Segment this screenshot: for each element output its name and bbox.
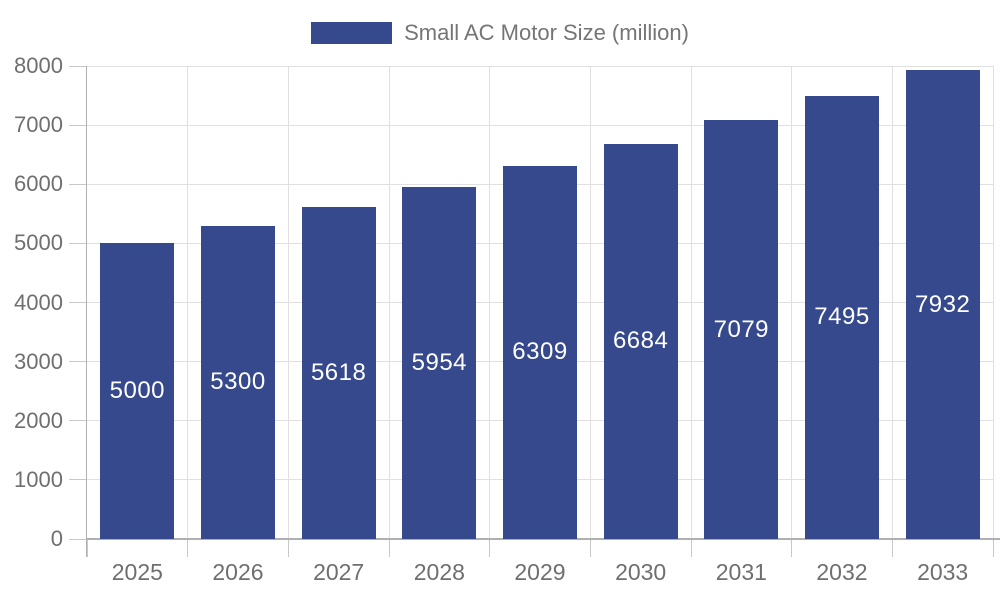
bar-value-label: 5300	[210, 368, 266, 396]
y-axis-tick-label: 4000	[14, 289, 63, 315]
x-axis-tick	[388, 539, 390, 557]
x-axis-tick-label: 2031	[715, 559, 767, 585]
y-axis-tick	[69, 361, 87, 363]
x-axis-tick	[791, 539, 793, 557]
h-gridline	[87, 124, 993, 126]
x-axis-tick-label: 2033	[917, 559, 969, 585]
y-axis-tick-label: 1000	[14, 466, 63, 492]
bar: 7495	[805, 95, 879, 539]
v-gridline	[287, 66, 289, 539]
bar: 6684	[603, 143, 678, 539]
legend-label: Small AC Motor Size (million)	[404, 20, 689, 45]
bar: 6309	[503, 165, 577, 539]
y-axis-tick	[69, 124, 87, 126]
x-axis-tick-label: 2025	[111, 559, 163, 585]
v-gridline	[187, 66, 189, 539]
y-axis-tick	[69, 65, 87, 67]
v-gridline	[489, 66, 491, 539]
y-axis-tick	[69, 538, 87, 540]
y-axis-tick	[69, 242, 87, 244]
v-gridline	[388, 66, 390, 539]
x-axis-tick	[287, 539, 289, 557]
bar-value-label: 6309	[512, 338, 568, 366]
h-gridline	[87, 65, 993, 67]
x-axis-tick	[589, 539, 591, 557]
y-axis-tick-label: 6000	[14, 171, 63, 197]
y-axis-line	[86, 66, 87, 557]
x-axis-tick	[489, 539, 491, 557]
x-axis-tick-label: 2028	[413, 559, 465, 585]
y-axis-tick	[69, 479, 87, 481]
v-gridline	[891, 66, 893, 539]
bar: 5300	[201, 225, 275, 539]
y-axis-tick-label: 8000	[14, 53, 63, 78]
v-gridline	[791, 66, 793, 539]
bar: 5618	[301, 206, 376, 539]
bar-value-label: 7932	[914, 290, 971, 318]
bar-value-label: 5618	[310, 358, 367, 386]
y-axis-tick	[69, 302, 87, 303]
bar-value-label: 7079	[713, 315, 770, 343]
x-axis-tick	[690, 539, 692, 557]
y-axis-tick-label: 3000	[14, 348, 63, 374]
y-axis-tick	[69, 420, 87, 422]
bar: 5000	[100, 243, 175, 539]
y-axis-tick	[69, 183, 87, 185]
plot-area: 5000 5300 5618 5954 6309 6684 7079 7495 7932	[69, 65, 1000, 557]
bar-value-label: 7495	[814, 303, 870, 331]
x-axis-tick-label: 2027	[313, 559, 365, 585]
legend-swatch	[311, 22, 393, 44]
v-gridline	[992, 66, 994, 539]
y-axis-tick-label: 2000	[14, 407, 63, 433]
y-axis-tick-label: 0	[50, 526, 63, 551]
bar: 7079	[704, 120, 779, 539]
y-axis-tick-label: 7000	[14, 112, 63, 138]
x-axis-tick-label: 2030	[615, 559, 667, 585]
bar: 5954	[402, 186, 477, 539]
x-axis-tick	[891, 539, 893, 557]
x-axis-tick	[187, 539, 189, 557]
bar-value-label: 5000	[109, 377, 166, 405]
v-gridline	[589, 66, 591, 539]
bar-value-label: 5954	[411, 348, 468, 376]
x-axis-tick	[86, 539, 88, 557]
x-axis-tick-label: 2026	[212, 559, 264, 585]
x-axis-line	[87, 538, 1000, 540]
chart-legend: Small AC Motor Size (million)	[0, 21, 1000, 45]
x-axis-tick	[992, 539, 994, 557]
x-axis-tick-label: 2029	[514, 559, 566, 585]
v-gridline	[690, 66, 692, 539]
bar: 7932	[905, 70, 980, 539]
y-axis-tick-label: 5000	[14, 230, 63, 256]
x-axis-tick-label: 2032	[816, 559, 868, 585]
bar-value-label: 6684	[612, 327, 669, 355]
